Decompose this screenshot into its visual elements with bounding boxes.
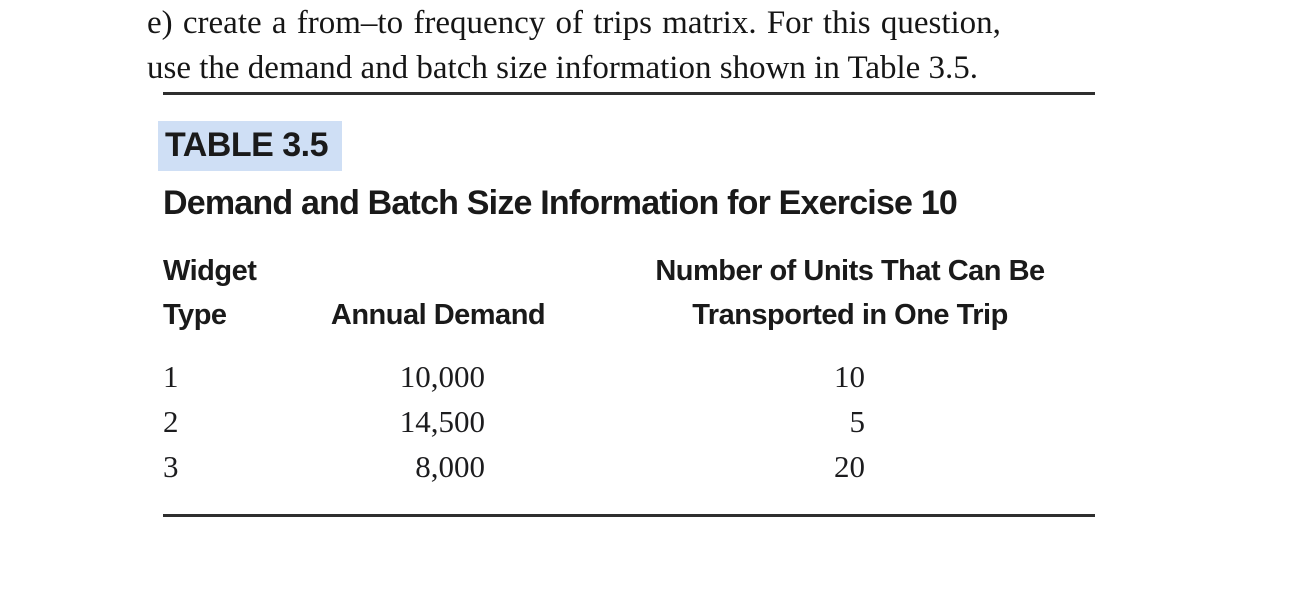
table-title: Demand and Batch Size Information for Ex… <box>163 184 958 222</box>
cell-widget-type: 1 <box>163 359 179 394</box>
cell-units-per-trip: 20 <box>834 449 865 484</box>
table-label-highlight: TABLE 3.5 <box>158 121 343 171</box>
cell-units-per-trip: 10 <box>834 359 865 394</box>
table-top-rule <box>163 92 1095 95</box>
cell-annual-demand: 10,000 <box>399 359 485 394</box>
table-row: 2 14,500 5 <box>163 399 1095 444</box>
cell-units-per-trip: 5 <box>849 404 866 439</box>
exercise-text: e) create a from–to frequency of trips m… <box>147 1 1167 91</box>
column-header-widget-type-line-1: Widget <box>163 255 257 287</box>
table-label: TABLE 3.5 <box>158 121 343 171</box>
exercise-text-line-2: use the demand and batch size informatio… <box>147 50 979 86</box>
table-row: 1 10,000 10 <box>163 354 1095 399</box>
column-header-annual-demand: Annual Demand <box>323 293 553 337</box>
table-bottom-rule <box>163 514 1095 517</box>
column-header-annual-demand-label: Annual Demand <box>330 299 546 331</box>
cell-spacer <box>553 354 605 399</box>
cell-widget-type: 2 <box>163 404 179 439</box>
table-row: 3 8,000 20 <box>163 444 1095 489</box>
data-table: Widget Type Annual Demand Number of Unit… <box>163 249 1095 489</box>
cell-annual-demand: 8,000 <box>415 449 485 484</box>
cell-annual-demand: 14,500 <box>399 404 485 439</box>
table-header-row: Widget Type Annual Demand Number of Unit… <box>163 249 1095 337</box>
table-body: 1 10,000 10 2 14,500 5 3 8,000 20 <box>163 354 1095 489</box>
column-header-units-per-trip: Number of Units That Can Be Transported … <box>605 249 1095 337</box>
cell-widget-type: 3 <box>163 449 179 484</box>
column-header-units-per-trip-line-2: Transported in One Trip <box>692 299 1008 331</box>
column-header-units-per-trip-line-1: Number of Units That Can Be <box>655 255 1045 287</box>
cell-spacer <box>553 444 605 489</box>
column-header-widget-type: Widget Type <box>163 249 323 337</box>
column-header-widget-type-line-2: Type <box>163 299 227 331</box>
exercise-text-line-1: e) create a from–to frequency of trips m… <box>147 5 1001 41</box>
cell-spacer <box>553 399 605 444</box>
